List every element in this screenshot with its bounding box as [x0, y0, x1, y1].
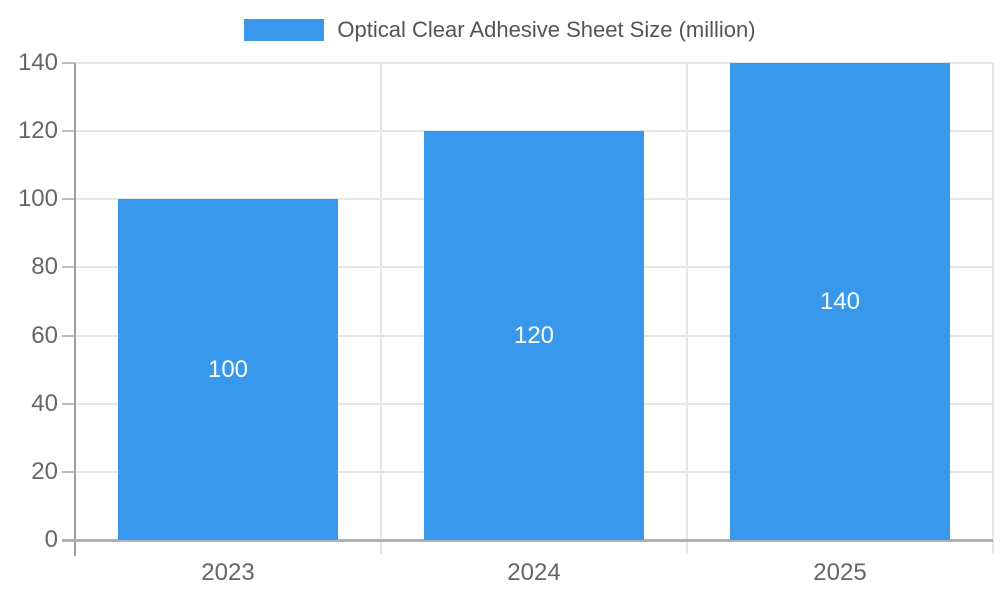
- bar: [730, 63, 950, 540]
- column-gridline: [686, 63, 688, 554]
- y-tick-mark: [62, 334, 75, 337]
- bar-value-label: 120: [513, 321, 555, 349]
- y-tick-label: 140: [17, 49, 58, 76]
- y-tick-mark: [62, 470, 75, 473]
- y-gridline: [75, 62, 993, 64]
- y-tick-label: 120: [17, 117, 58, 145]
- y-tick-label: 60: [31, 321, 58, 349]
- y-tick-mark: [62, 130, 75, 133]
- column-gridline: [380, 63, 382, 554]
- y-tick-mark: [62, 402, 75, 405]
- y-tick-label: 80: [31, 253, 58, 281]
- y-tick-mark: [62, 62, 75, 64]
- x-tick-label: 2023: [201, 559, 255, 586]
- x-tick-label: 2024: [507, 559, 561, 586]
- x-axis-line: [62, 538, 993, 542]
- y-tick-label: 100: [17, 185, 58, 213]
- y-tick-label: 40: [31, 389, 58, 417]
- y-tick-label: 20: [31, 457, 58, 485]
- legend-swatch: [244, 19, 325, 41]
- y-tick-mark: [62, 198, 75, 201]
- y-axis-line: [74, 63, 76, 556]
- bar-value-label: 100: [207, 355, 249, 383]
- bar-value-label: 140: [819, 287, 861, 315]
- y-tick-label: 0: [44, 526, 58, 553]
- bar: [424, 131, 644, 540]
- y-tick-mark: [62, 266, 75, 269]
- legend-label: Optical Clear Adhesive Sheet Size (milli…: [337, 17, 756, 42]
- chart-legend: Optical Clear Adhesive Sheet Size (milli…: [0, 17, 1000, 43]
- plot-right-border: [992, 63, 994, 554]
- bar: [118, 199, 338, 540]
- x-tick-label: 2025: [813, 559, 867, 586]
